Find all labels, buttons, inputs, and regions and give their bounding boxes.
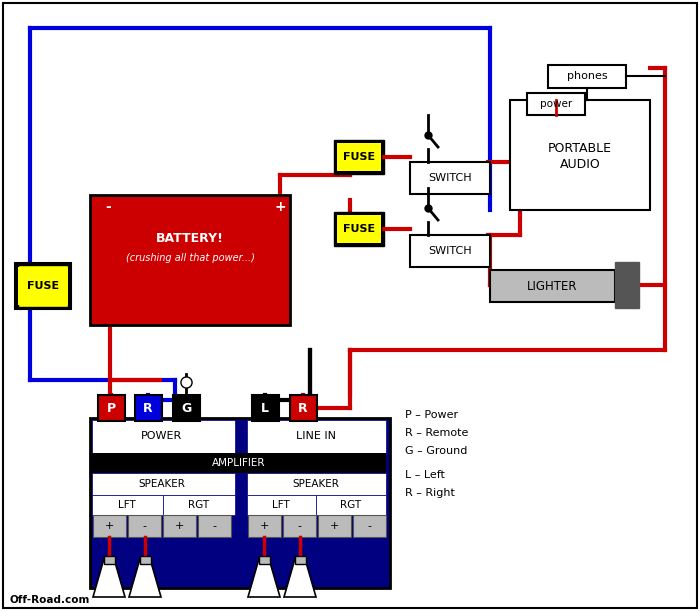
Bar xyxy=(290,395,317,421)
Bar xyxy=(248,515,281,537)
Text: -: - xyxy=(142,521,146,531)
Bar xyxy=(318,515,351,537)
Bar xyxy=(510,100,650,210)
Bar xyxy=(18,267,68,305)
Bar xyxy=(490,270,615,302)
Text: SWITCH: SWITCH xyxy=(428,173,472,183)
Bar xyxy=(18,265,68,307)
Bar xyxy=(316,495,386,515)
Text: POWER: POWER xyxy=(141,431,183,441)
Bar xyxy=(353,515,386,537)
Text: RGT: RGT xyxy=(188,500,209,510)
Text: P: P xyxy=(106,401,116,414)
Bar xyxy=(527,93,585,115)
Text: (crushing all that power...): (crushing all that power...) xyxy=(125,253,254,263)
Bar xyxy=(548,65,626,88)
Bar xyxy=(90,418,390,588)
Text: R – Right: R – Right xyxy=(405,488,455,498)
Text: FUSE: FUSE xyxy=(343,224,375,234)
Text: FUSE: FUSE xyxy=(343,152,375,162)
Bar xyxy=(247,420,386,453)
Bar xyxy=(252,395,279,421)
Text: R: R xyxy=(144,401,153,414)
Bar xyxy=(135,395,162,421)
Bar xyxy=(92,473,235,495)
Text: R – Remote: R – Remote xyxy=(405,428,468,438)
Bar xyxy=(283,515,316,537)
Text: L – Left: L – Left xyxy=(405,470,445,480)
Text: +: + xyxy=(329,521,339,531)
Bar xyxy=(173,395,200,421)
Text: SPEAKER: SPEAKER xyxy=(293,479,340,489)
Bar xyxy=(163,495,235,515)
Polygon shape xyxy=(284,557,316,597)
Text: G – Ground: G – Ground xyxy=(405,446,468,456)
Bar xyxy=(140,556,151,564)
Text: -: - xyxy=(212,521,216,531)
Bar xyxy=(334,140,384,174)
Text: LIGHTER: LIGHTER xyxy=(526,279,578,293)
Polygon shape xyxy=(129,557,161,597)
Text: LFT: LFT xyxy=(272,500,290,510)
Bar xyxy=(198,515,231,537)
Text: SWITCH: SWITCH xyxy=(428,246,472,256)
Text: AMPLIFIER: AMPLIFIER xyxy=(212,458,266,468)
Text: Off-Road.com: Off-Road.com xyxy=(10,595,90,605)
Text: +: + xyxy=(174,521,183,531)
Polygon shape xyxy=(93,557,125,597)
Bar xyxy=(163,515,196,537)
Text: AUDIO: AUDIO xyxy=(559,158,601,172)
Bar xyxy=(98,395,125,421)
Text: +: + xyxy=(259,521,269,531)
Bar xyxy=(15,263,71,309)
Text: -: - xyxy=(297,521,301,531)
Text: SPEAKER: SPEAKER xyxy=(139,479,186,489)
Text: power: power xyxy=(540,99,572,109)
Bar xyxy=(615,262,639,308)
Bar xyxy=(334,212,384,246)
Bar xyxy=(90,195,290,325)
Bar xyxy=(337,143,381,171)
Text: FUSE: FUSE xyxy=(27,281,59,291)
Text: LFT: LFT xyxy=(118,500,136,510)
Bar xyxy=(247,473,386,495)
Bar xyxy=(259,556,270,564)
Text: L: L xyxy=(261,401,269,414)
Bar xyxy=(337,215,381,243)
Bar xyxy=(337,143,381,171)
Polygon shape xyxy=(248,557,280,597)
Bar xyxy=(104,556,115,564)
Bar xyxy=(337,215,381,243)
Bar xyxy=(92,420,235,453)
Text: LINE IN: LINE IN xyxy=(296,431,336,441)
Text: P – Power: P – Power xyxy=(405,410,458,420)
Bar xyxy=(128,515,161,537)
Text: phones: phones xyxy=(567,71,608,81)
Text: +: + xyxy=(104,521,113,531)
Text: RGT: RGT xyxy=(340,500,362,510)
Bar xyxy=(410,235,490,267)
Text: +: + xyxy=(274,200,286,214)
Text: -: - xyxy=(367,521,371,531)
Bar xyxy=(92,453,386,473)
Text: R: R xyxy=(298,401,308,414)
Text: G: G xyxy=(181,401,191,414)
Bar xyxy=(247,495,316,515)
Text: BATTERY!: BATTERY! xyxy=(156,232,224,244)
Bar xyxy=(295,556,306,564)
Bar xyxy=(92,495,163,515)
Text: PORTABLE: PORTABLE xyxy=(548,142,612,155)
Bar xyxy=(410,162,490,194)
Bar xyxy=(93,515,126,537)
Text: -: - xyxy=(105,200,111,214)
